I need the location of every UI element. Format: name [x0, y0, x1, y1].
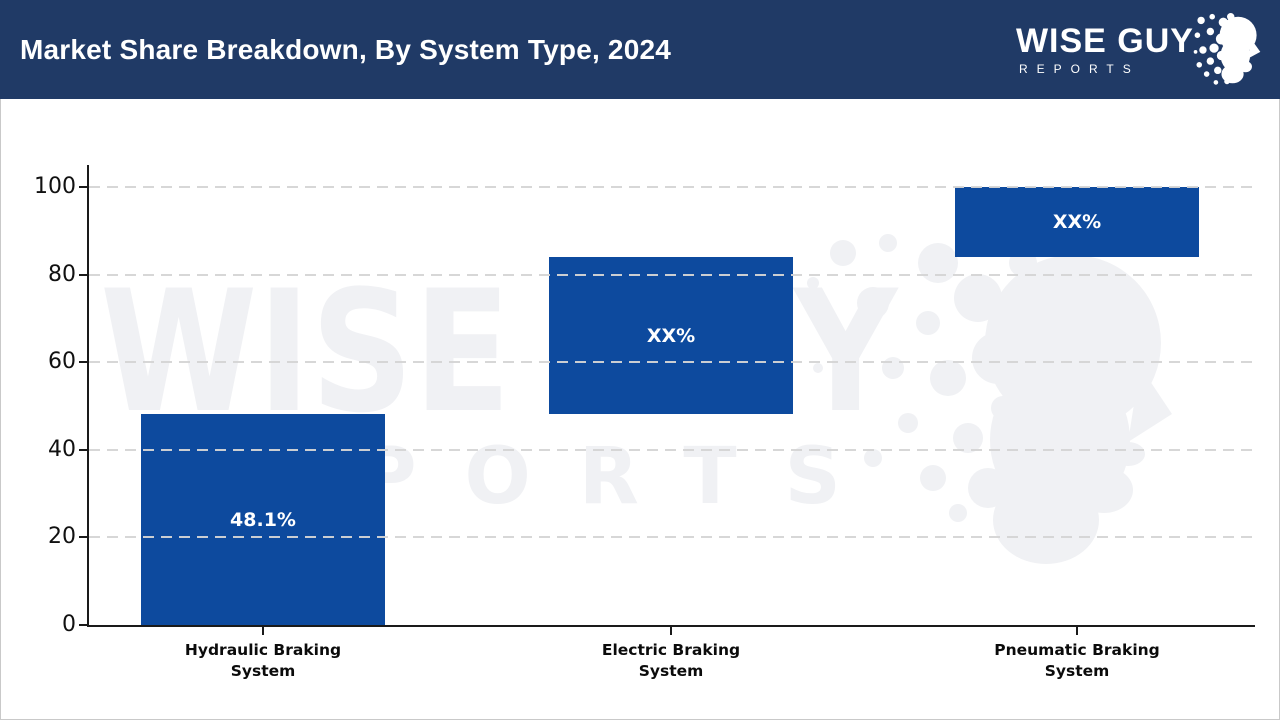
grid-line	[89, 186, 1253, 188]
grid-line	[89, 536, 1253, 539]
y-tick-label: 40	[48, 436, 76, 462]
x-tick-mark	[1076, 626, 1078, 635]
x-category-text: Electric Braking System	[601, 641, 741, 680]
bar-value-label: 48.1%	[230, 508, 296, 531]
bar-value-label: XX%	[1052, 211, 1102, 234]
x-category-label: Pneumatic Braking System	[952, 640, 1202, 682]
y-tick-label: 100	[34, 174, 76, 199]
page-title: Market Share Breakdown, By System Type, …	[20, 33, 672, 65]
grid-line	[89, 361, 1253, 364]
x-tick-mark	[670, 626, 672, 635]
y-tick-mark	[79, 536, 87, 539]
grid-line	[89, 448, 1253, 451]
y-tick-mark	[79, 624, 87, 626]
grid-line	[89, 273, 1253, 276]
brand-face-icon	[1193, 12, 1261, 85]
x-category-text: Pneumatic Braking System	[994, 641, 1160, 680]
bar-value-label: XX%	[646, 324, 696, 347]
x-tick-mark	[262, 626, 264, 635]
y-tick-label: 0	[62, 612, 76, 637]
brand-subname: REPORTS	[1018, 61, 1140, 76]
y-tick-mark	[79, 273, 87, 276]
x-category-label: Electric Braking System	[546, 640, 796, 682]
bar	[549, 257, 793, 415]
y-tick-label: 80	[48, 261, 76, 287]
x-category-label: Hydraulic Braking System	[138, 640, 388, 682]
y-tick-label: 20	[48, 524, 76, 550]
y-axis-spine	[87, 165, 89, 627]
brand-logo: WISE GUY REPORTS	[1016, 8, 1264, 92]
y-tick-mark	[79, 448, 87, 451]
y-tick-label: 60	[48, 349, 76, 375]
brand-name: WISE GUY	[1015, 21, 1194, 60]
header-bar: Market Share Breakdown, By System Type, …	[0, 0, 1280, 99]
y-tick-mark	[79, 361, 87, 364]
x-category-text: Hydraulic Braking System	[184, 641, 342, 680]
brand-logo-text: WISE GUY REPORTS	[1016, 24, 1194, 76]
y-tick-mark	[79, 186, 87, 188]
watermark-face-icon	[807, 230, 1172, 564]
bar	[955, 187, 1199, 258]
